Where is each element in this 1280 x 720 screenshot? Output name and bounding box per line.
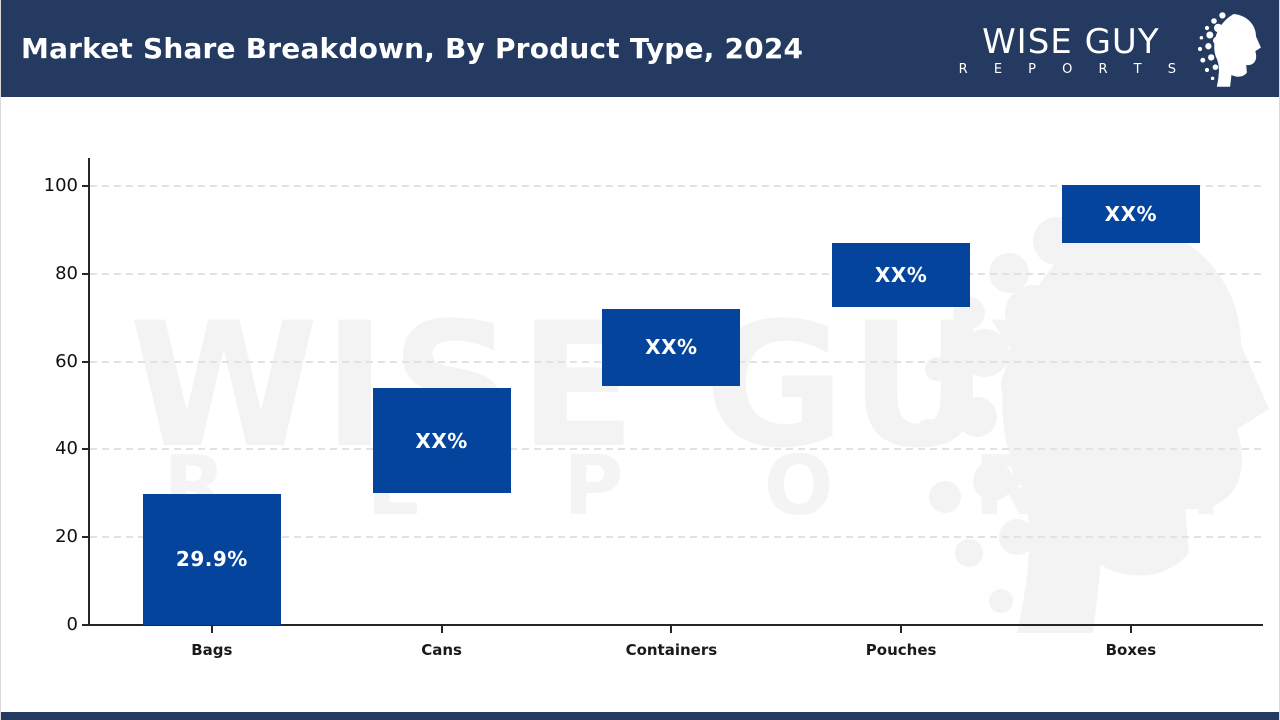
category-label-bags: Bags xyxy=(191,641,233,659)
category-label-boxes: Boxes xyxy=(1105,641,1157,659)
bar-cans: XX% xyxy=(372,387,511,494)
x-tick-mark xyxy=(210,625,213,633)
bar-value-label: XX% xyxy=(645,335,698,360)
category-label-containers: Containers xyxy=(625,641,718,659)
brand-logo: WISE GUY R E P O R T S xyxy=(955,7,1267,91)
gridline-20 xyxy=(90,536,1263,539)
y-tick-mark xyxy=(82,360,90,363)
y-tick-mark xyxy=(82,448,90,451)
bar-value-label: XX% xyxy=(415,428,468,453)
y-axis xyxy=(88,158,90,625)
bar-containers: XX% xyxy=(602,308,741,386)
brand-wordmark: WISE GUY R E P O R T S xyxy=(955,25,1187,77)
category-label-cans: Cans xyxy=(421,641,462,659)
bar-value-label: 29.9% xyxy=(175,547,248,572)
gridline-80 xyxy=(90,272,1263,275)
y-tick-label: 80 xyxy=(55,262,78,284)
x-tick-mark xyxy=(670,625,673,633)
bar-value-label: XX% xyxy=(874,262,928,287)
brand-subname: R E P O R T S xyxy=(958,61,1187,77)
y-tick-mark xyxy=(82,185,90,187)
bar-boxes: XX% xyxy=(1061,184,1200,244)
y-tick-mark xyxy=(82,536,90,539)
brand-name: WISE GUY xyxy=(982,21,1160,62)
y-tick-label: 40 xyxy=(55,438,78,460)
bar-bags: 29.9% xyxy=(142,493,281,625)
brand-face-icon xyxy=(1197,11,1261,87)
y-tick-label: 100 xyxy=(43,175,78,196)
y-tick-label: 20 xyxy=(55,526,78,548)
x-axis xyxy=(88,624,1263,626)
header-bar: Market Share Breakdown, By Product Type,… xyxy=(1,0,1279,97)
x-tick-mark xyxy=(900,625,903,633)
y-tick-label: 60 xyxy=(55,350,78,372)
category-label-pouches: Pouches xyxy=(865,641,937,659)
x-tick-mark xyxy=(1129,625,1132,633)
y-tick-label: 0 xyxy=(66,614,78,635)
gridline-100 xyxy=(90,185,1263,187)
bar-pouches: XX% xyxy=(832,243,971,307)
y-tick-mark xyxy=(82,624,90,626)
gridline-40 xyxy=(90,448,1263,451)
y-tick-mark xyxy=(82,272,90,275)
x-tick-mark xyxy=(440,625,443,633)
bar-value-label: XX% xyxy=(1104,201,1158,226)
footer-bar xyxy=(1,712,1279,720)
page-title: Market Share Breakdown, By Product Type,… xyxy=(21,32,804,65)
